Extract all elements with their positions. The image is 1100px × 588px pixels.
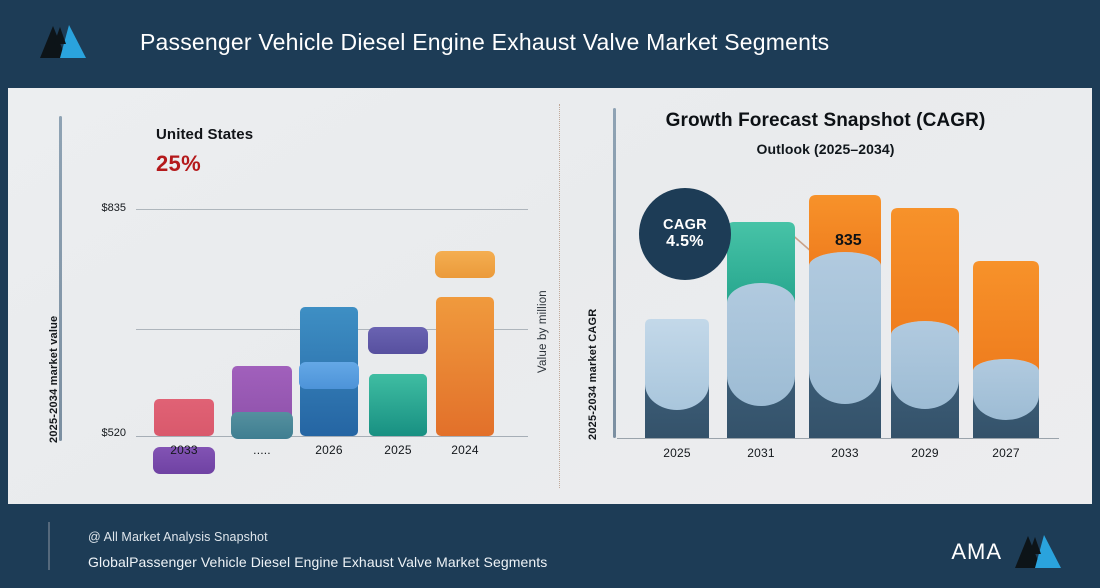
footer-brand-text: AMA bbox=[951, 539, 1002, 564]
left-axis-rail bbox=[59, 116, 62, 441]
stacked-bar-group bbox=[617, 195, 1059, 439]
right-axis-rail bbox=[613, 108, 616, 438]
ama-mountain-logo-icon bbox=[40, 25, 86, 58]
r-x-label-2027: 2027 bbox=[992, 446, 1020, 460]
bar-2025-stem bbox=[369, 374, 427, 436]
r-x-label-2031: 2031 bbox=[747, 446, 775, 460]
y-tick-835: $835 bbox=[101, 202, 126, 214]
gridline-835 bbox=[136, 209, 528, 210]
cap-2026 bbox=[299, 362, 359, 389]
chart-canvas: 2025-2034 market value United States 25%… bbox=[8, 88, 1092, 504]
region-percent: 25% bbox=[156, 151, 201, 176]
page-title: Passenger Vehicle Diesel Engine Exhaust … bbox=[140, 28, 830, 55]
left-chart-panel: 2025-2034 market value United States 25%… bbox=[8, 88, 559, 504]
x-label-2025: 2025 bbox=[384, 443, 412, 457]
region-label: United States bbox=[156, 126, 254, 143]
right-chart-subtitle: Outlook (2025–2034) bbox=[756, 141, 895, 157]
left-baseline bbox=[136, 436, 528, 437]
cagr-bubble: CAGR 4.5% bbox=[639, 188, 731, 280]
y-tick-520: $520 bbox=[101, 427, 126, 439]
r-x-label-2029: 2029 bbox=[911, 446, 939, 460]
footer-accent-rule bbox=[48, 522, 50, 570]
x-label-2026: 2026 bbox=[315, 443, 343, 457]
footer-line-2: GlobalPassenger Vehicle Diesel Engine Ex… bbox=[88, 554, 548, 570]
bar-2033 bbox=[154, 399, 214, 436]
x-label-2024: 2024 bbox=[451, 443, 479, 457]
panel-divider bbox=[559, 104, 560, 488]
ama-mountain-logo-icon bbox=[1015, 535, 1061, 568]
callout-value-835: 835 bbox=[835, 232, 862, 249]
r-x-label-2025: 2025 bbox=[663, 446, 691, 460]
left-y-axis-caption: 2025-2034 market value bbox=[48, 315, 60, 443]
value-by-million-caption: Value by million bbox=[537, 290, 549, 373]
cap-2033 bbox=[153, 447, 215, 474]
r-x-label-2033: 2033 bbox=[831, 446, 859, 460]
cagr-bubble-label: CAGR bbox=[663, 216, 707, 233]
right-chart-panel: 2025-2034 market CAGR Growth Forecast Sn… bbox=[559, 88, 1092, 504]
cap-2025 bbox=[368, 327, 428, 354]
bar-2024 bbox=[436, 297, 494, 436]
header-bar: Passenger Vehicle Diesel Engine Exhaust … bbox=[0, 0, 1100, 84]
footer-brand: AMA bbox=[951, 532, 1064, 572]
right-chart-title: Growth Forecast Snapshot (CAGR) bbox=[665, 110, 986, 131]
x-label-dots: ..... bbox=[253, 443, 271, 457]
footer-bar: @ All Market Analysis Snapshot GlobalPas… bbox=[0, 504, 1100, 588]
cagr-bubble-value: 4.5% bbox=[666, 233, 704, 251]
cap-dots bbox=[231, 412, 293, 439]
x-label-2033: 2033 bbox=[170, 443, 198, 457]
footer-line-1: @ All Market Analysis Snapshot bbox=[88, 530, 268, 544]
cap-2024 bbox=[435, 251, 495, 278]
